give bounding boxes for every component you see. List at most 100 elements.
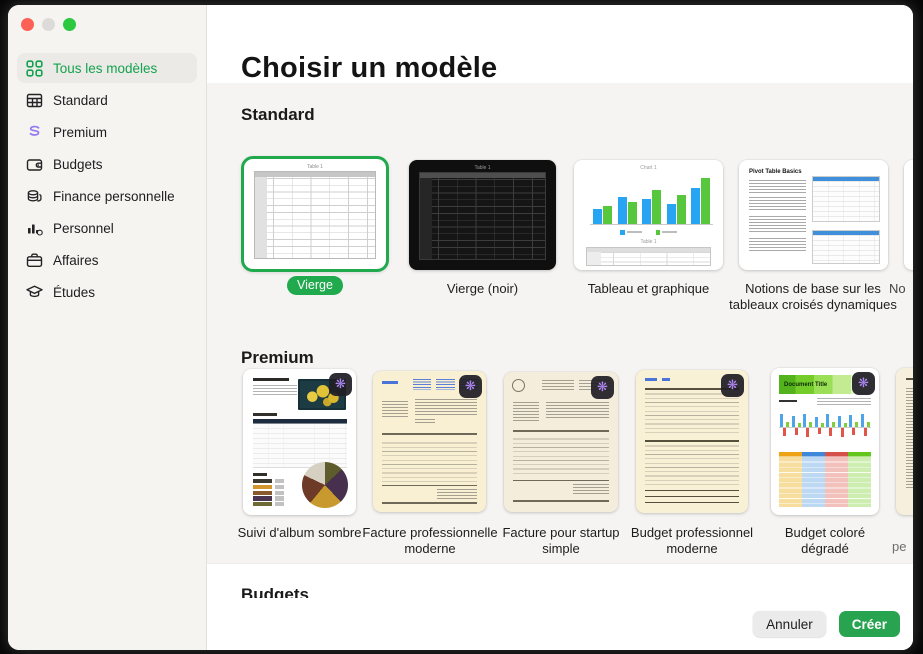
description-lines — [817, 398, 871, 406]
create-button[interactable]: Créer — [838, 611, 900, 637]
description-heading-line — [779, 400, 797, 402]
sidebar-item-standard[interactable]: Standard — [17, 85, 197, 115]
sidebar-item-label: Tous les modèles — [53, 60, 158, 76]
template-budget-colore-degrade[interactable]: Document Title — [771, 368, 879, 515]
doc-title-line — [906, 378, 913, 380]
minimize-window-button[interactable] — [42, 18, 55, 31]
divider — [513, 500, 609, 502]
graduation-cap-icon — [25, 283, 44, 302]
sidebar-item-finance-personnelle[interactable]: Finance personnelle — [17, 181, 197, 211]
template-vierge-label: Vierge — [287, 276, 343, 295]
text-lines — [906, 388, 913, 488]
template-pivot-table-basics[interactable]: Pivot Table Basics — [739, 160, 888, 270]
doc-title: Document Title — [784, 381, 828, 388]
data-table-preview — [812, 230, 880, 264]
template-tableau-et-graphique[interactable]: Chart 1 Table 1 — [574, 160, 723, 270]
sidebar-item-label: Personnel — [53, 220, 114, 236]
pivot-table-preview — [812, 176, 880, 222]
budget-chart-up — [779, 410, 871, 427]
template-partial-standard[interactable] — [904, 160, 913, 270]
doc-title-line — [253, 378, 289, 381]
totals-heading-line — [253, 473, 267, 476]
template-suivi-album-sombre[interactable] — [243, 369, 356, 515]
totals-lines — [645, 490, 739, 507]
subscriptions-table-preview — [253, 419, 347, 468]
text-lines — [749, 238, 806, 252]
template-facture-startup-simple[interactable] — [504, 372, 618, 512]
premium-badge-icon — [591, 376, 614, 399]
divider — [513, 480, 609, 481]
table-caption: Table 1 — [640, 239, 657, 245]
text-lines — [253, 385, 297, 397]
divider — [382, 502, 477, 504]
bar-chart-icon — [25, 219, 44, 238]
template-label: Budget professionnel moderne — [630, 525, 754, 556]
wallet-icon — [25, 155, 44, 174]
paragraph-lines — [546, 402, 609, 420]
template-vierge-noir[interactable]: Table 1 — [409, 160, 556, 270]
cancel-button[interactable]: Annuler — [753, 611, 826, 637]
template-label: Budget coloré dégradé — [784, 525, 866, 556]
legend-category-a — [620, 230, 642, 235]
template-budget-professionnel-moderne[interactable] — [636, 370, 748, 513]
table-icon — [25, 91, 44, 110]
template-label-partial: No — [889, 281, 906, 296]
budget-table-1 — [645, 388, 739, 436]
totals-rows — [253, 479, 287, 508]
template-chooser-window: Tous les modèles Standard Premium — [8, 5, 913, 650]
sidebar-item-label: Budgets — [53, 156, 103, 172]
template-facture-professionnelle-moderne[interactable] — [373, 371, 486, 512]
sidebar-item-label: Premium — [53, 124, 108, 140]
zoom-window-button[interactable] — [63, 18, 76, 31]
all-templates-icon — [25, 59, 44, 78]
close-window-button[interactable] — [21, 18, 34, 31]
budget-chart-down — [779, 428, 871, 444]
text-lines — [749, 197, 806, 212]
text-lines — [749, 180, 806, 193]
coins-icon — [25, 187, 44, 206]
template-label-row: Vierge — [241, 276, 389, 295]
sidebar-item-etudes[interactable]: Études — [17, 277, 197, 307]
template-partial-premium[interactable] — [896, 368, 913, 515]
sidebar-item-label: Études — [53, 284, 96, 300]
page-title: Choisir un modèle — [241, 52, 498, 85]
mini-bar-chart — [590, 174, 713, 225]
blank-spreadsheet-preview: Table 1 — [254, 164, 376, 259]
logo-word-line — [662, 378, 670, 381]
template-gallery: Choisir un modèle Standard Table 1 Table… — [207, 5, 913, 650]
mini-table-preview — [586, 247, 711, 266]
sidebar-item-budgets[interactable]: Budgets — [17, 149, 197, 179]
sidebar-item-label: Standard — [53, 92, 108, 108]
colored-table-preview — [779, 452, 871, 507]
sheet-caption: Table 1 — [306, 164, 324, 170]
section-heading-standard: Standard — [241, 105, 315, 125]
sidebar-item-premium[interactable]: Premium — [17, 117, 197, 147]
chart-legend — [574, 230, 723, 235]
template-vierge[interactable]: Table 1 — [241, 156, 389, 272]
sidebar-nav: Tous les modèles Standard Premium — [17, 53, 197, 307]
budget-table-2 — [645, 440, 739, 486]
premium-badge-icon — [329, 373, 352, 396]
sheet-caption: Table 1 — [474, 165, 491, 171]
totals-lines — [573, 484, 609, 496]
legend-category-b — [655, 230, 678, 235]
sidebar: Tous les modèles Standard Premium — [8, 5, 207, 650]
template-label: Facture pour startup simple — [502, 525, 620, 556]
text-lines — [749, 216, 806, 234]
template-label: Tableau et graphique — [587, 281, 710, 296]
invoice-rows — [513, 435, 609, 477]
premium-icon — [25, 123, 44, 142]
sidebar-item-affaires[interactable]: Affaires — [17, 245, 197, 275]
template-label: Vierge (noir) — [446, 281, 519, 296]
blank-dark-spreadsheet-preview: Table 1 — [419, 165, 546, 260]
briefcase-icon — [25, 251, 44, 270]
sidebar-item-label: Affaires — [53, 252, 99, 268]
sidebar-item-personnel[interactable]: Personnel — [17, 213, 197, 243]
subscriptions-heading-line — [253, 413, 277, 416]
sidebar-item-tous-les-modeles[interactable]: Tous les modèles — [17, 53, 197, 83]
paragraph-lines — [415, 399, 477, 415]
template-label: Notions de base sur les tableaux croisés… — [729, 281, 897, 312]
chart-caption: Chart 1 — [640, 165, 657, 171]
logo-word-line — [382, 381, 398, 384]
window-controls — [21, 18, 76, 31]
